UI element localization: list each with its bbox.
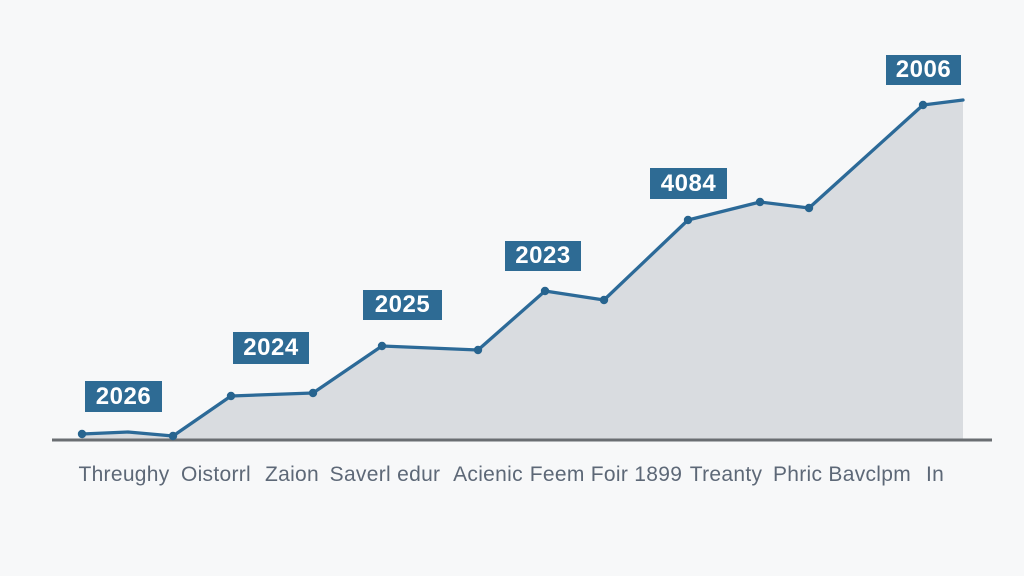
data-point-marker — [755, 197, 765, 207]
x-axis-tick-label: Acienic — [453, 463, 523, 486]
x-axis-tick-label: In — [925, 463, 945, 486]
data-label-box: 2025 — [363, 290, 442, 320]
data-label-box: 2023 — [505, 241, 581, 271]
x-axis-tick-label: Saverl edur — [329, 463, 441, 486]
x-axis-tick-label: Threughy — [78, 463, 170, 486]
data-point-marker — [540, 286, 550, 296]
data-point-marker — [77, 429, 87, 439]
data-point-marker — [683, 215, 693, 225]
data-label-box: 4084 — [650, 168, 727, 199]
data-label-box: 2006 — [886, 55, 961, 85]
data-point-marker — [804, 203, 814, 213]
data-point-marker — [473, 345, 483, 355]
x-axis-tick-label: Zaion — [264, 463, 320, 486]
data-point-marker — [377, 341, 387, 351]
series-area-fill — [82, 100, 963, 439]
data-point-marker — [308, 388, 318, 398]
data-point-marker — [599, 295, 609, 305]
x-axis-tick-label: Treanty — [689, 463, 763, 486]
data-point-marker — [918, 100, 928, 110]
data-label-box: 2026 — [85, 381, 162, 412]
data-point-marker — [168, 431, 178, 441]
data-label-box: 2024 — [233, 332, 309, 364]
x-axis-tick-label: Feem Foir 1899 — [529, 463, 683, 486]
data-point-marker — [226, 391, 236, 401]
series-line — [80, 98, 965, 438]
x-axis-tick-label: Phric Bavclpm — [772, 463, 912, 486]
x-axis-tick-label: Oistorrl — [180, 463, 252, 486]
